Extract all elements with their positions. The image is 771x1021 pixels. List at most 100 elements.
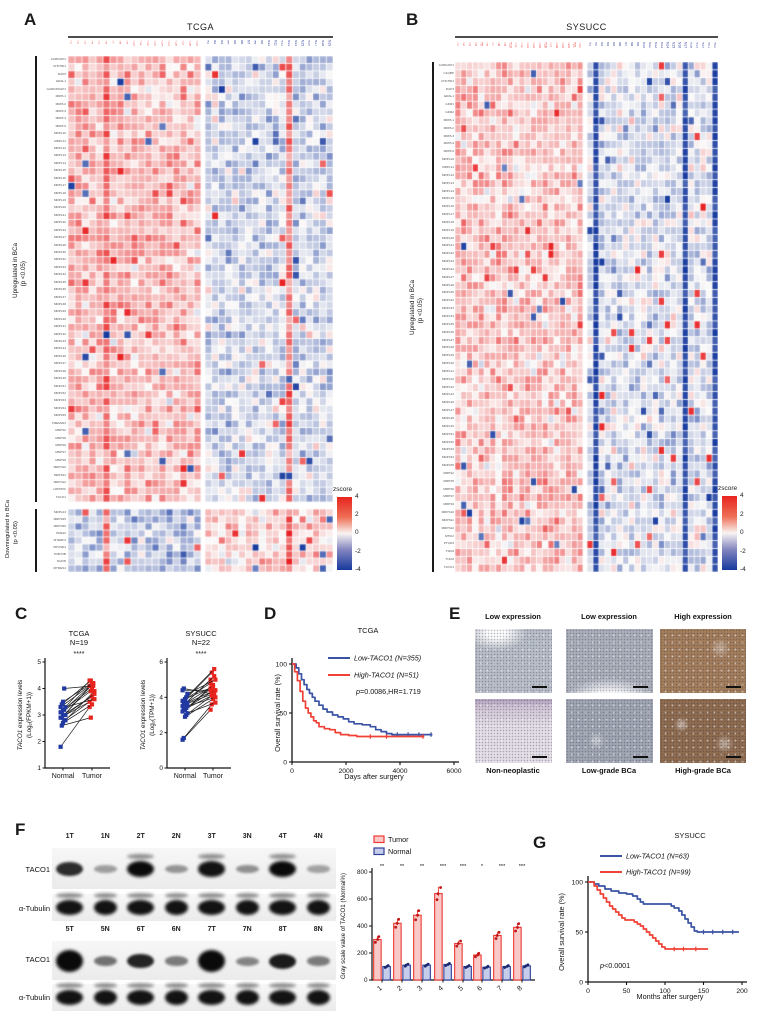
sample-label-tumor: T10 (132, 40, 136, 46)
x-cat-tumor: Tumor (82, 773, 103, 780)
sample-label-normal: N20 (701, 42, 705, 49)
blot-band-smear (269, 982, 297, 988)
gene-label: MRPL18 (441, 219, 454, 224)
blot-band (164, 956, 188, 966)
gene-label: MRPL21 (441, 243, 454, 248)
sample-label-normal: N2 (594, 42, 598, 47)
pair-line (65, 693, 95, 716)
x-tick-label: 3 (416, 985, 424, 993)
y-axis-label: Overall survival rate (%) (273, 674, 282, 752)
survival-curve (588, 881, 709, 950)
data-dot (414, 918, 418, 922)
axis (44, 658, 110, 769)
tumor-point (208, 688, 213, 693)
gene-label: MRPL17 (441, 212, 454, 217)
panel-a-colorbar (337, 497, 352, 570)
tspan: TACO1 (140, 728, 147, 750)
blot-band (56, 989, 84, 1006)
panel-b-title: SYSUCC (566, 22, 607, 32)
tumor-point (92, 691, 97, 696)
significance-stars: ** (420, 864, 425, 870)
tumor-point (210, 684, 216, 689)
gene-label: MRPL19 (53, 198, 66, 203)
blot-band (198, 899, 226, 916)
gene-label: MRPL23 (53, 510, 66, 514)
panel-b-title-rule (455, 36, 718, 38)
tumor-point (208, 681, 213, 686)
gene-label: MTIF2 (445, 533, 454, 538)
colorbar-tick: 0 (355, 529, 359, 537)
lane-label: 1N (100, 833, 110, 840)
gene-label: LRPPRC (53, 487, 66, 492)
gene-label: MRPL27 (53, 235, 66, 240)
colorbar-tick: 2 (740, 510, 744, 518)
pair-line (185, 693, 215, 716)
data-dot (436, 892, 440, 895)
blot-band (198, 950, 226, 972)
gene-label: MTERF4 (53, 538, 66, 542)
sample-label-tumor: T10 (508, 42, 512, 48)
tumor-point (89, 702, 95, 707)
sample-label-normal: N6 (239, 40, 243, 45)
blot-band (93, 956, 117, 966)
sample-label-tumor: T12 (520, 42, 524, 48)
sample-label-normal: N15 (671, 42, 675, 49)
legend-label: Low-TACO1 (N=63) (626, 852, 689, 861)
gene-label: PTCD3 (443, 541, 454, 546)
tspan: =0.0086,HR=1.719 (360, 687, 421, 696)
sample-label-normal: N5 (233, 40, 237, 45)
blot-band (269, 953, 297, 969)
normal-point (59, 702, 64, 707)
sample-label-normal: N18 (320, 40, 324, 47)
ihc-image (660, 629, 746, 693)
sample-label-normal: N8 (253, 40, 257, 45)
sample-label-tumor: T13 (153, 40, 157, 46)
panel-c-label: C (15, 604, 28, 623)
sample-label-normal: N10 (266, 40, 270, 47)
y-tick-label: 50 (575, 929, 583, 936)
lane-label: 6T (136, 926, 145, 933)
tumor-point (208, 707, 213, 712)
x-axis-label: Months after surgery (637, 992, 704, 1001)
sample-label-tumor: T21 (572, 42, 576, 48)
sample-label-tumor: T8 (496, 42, 500, 46)
blot-band-smear (127, 892, 155, 898)
pair-line (61, 717, 91, 726)
gene-label: PDE12 (56, 531, 66, 535)
gene-label: MRPL37 (53, 294, 66, 299)
blot-strip-tubulin-bottom (52, 982, 336, 1011)
sample-label-normal: N3 (219, 40, 223, 45)
significance-stars: *** (460, 864, 467, 870)
blot-row-label-tubulin: α-Tubulin (18, 993, 50, 1002)
blot-row-label-tubulin: α-Tubulin (18, 904, 50, 913)
gene-label: MRPL40 (441, 361, 454, 366)
blot-band-smear (164, 892, 188, 898)
sample-label-tumor: T2 (462, 42, 466, 46)
significance-stars: ** (400, 864, 405, 870)
gene-label: MRPL35 (53, 279, 66, 284)
gene-label: GFM1 (445, 102, 454, 107)
sample-label-normal: N8 (629, 42, 633, 47)
sample-label-normal: N11 (273, 40, 277, 46)
colorbar-tick: 2 (355, 511, 359, 519)
normal-point (185, 704, 190, 709)
blot-band (235, 956, 259, 966)
gene-label: TUFM (445, 557, 454, 562)
x-tick-label: 4 (437, 985, 445, 993)
bar (382, 965, 391, 981)
normal-point (62, 686, 67, 691)
y-tick-label: 200 (357, 950, 368, 957)
sample-label-normal: N15 (300, 40, 304, 47)
sample-label-normal: N9 (635, 42, 639, 47)
gene-label: MRPL23 (441, 259, 454, 264)
sample-label-tumor: T17 (181, 40, 185, 46)
bar (513, 926, 522, 981)
gene-label: MRPL10 (53, 131, 66, 136)
bar (443, 963, 452, 981)
ihc-image (475, 699, 552, 763)
significance-stars: *** (519, 864, 526, 870)
x-tick-label: 6000 (446, 768, 461, 775)
gene-label: MRPL38 (53, 301, 66, 306)
y-tick-label: 1 (37, 765, 41, 772)
sample-label-normal: N4 (226, 40, 230, 45)
